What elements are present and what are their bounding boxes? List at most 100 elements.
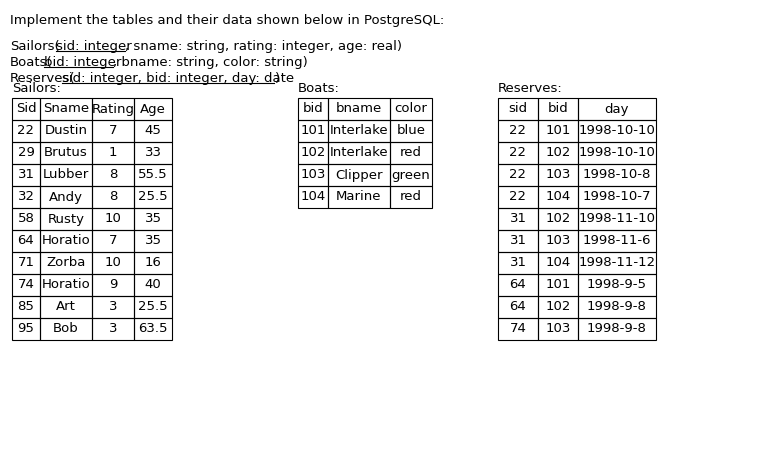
Bar <box>12 142 40 164</box>
Text: 74: 74 <box>18 279 34 292</box>
Bar <box>538 296 578 318</box>
Text: 35: 35 <box>144 234 161 247</box>
Text: Art: Art <box>56 301 76 314</box>
Text: 63.5: 63.5 <box>138 322 167 336</box>
Text: ): ) <box>274 72 280 85</box>
Text: Andy: Andy <box>49 191 83 204</box>
Bar <box>498 120 538 142</box>
Text: 102: 102 <box>301 146 326 159</box>
Text: 31: 31 <box>509 256 527 269</box>
Text: Zorba: Zorba <box>46 256 86 269</box>
Bar <box>578 98 656 120</box>
Bar <box>92 208 134 230</box>
Bar <box>134 296 172 318</box>
Text: blue: blue <box>397 124 425 137</box>
Bar <box>92 164 134 186</box>
Text: 31: 31 <box>509 234 527 247</box>
Bar <box>498 296 538 318</box>
Bar <box>40 120 92 142</box>
Bar <box>298 98 328 120</box>
Text: 25.5: 25.5 <box>138 301 167 314</box>
Bar <box>498 318 538 340</box>
Text: 10: 10 <box>104 212 122 226</box>
Text: Bob: Bob <box>53 322 79 336</box>
Bar <box>538 318 578 340</box>
Bar <box>390 98 432 120</box>
Text: green: green <box>392 169 430 181</box>
Text: 22: 22 <box>509 146 527 159</box>
Text: Sailors(: Sailors( <box>10 40 60 53</box>
Bar <box>538 98 578 120</box>
Bar <box>134 186 172 208</box>
Text: Implement the tables and their data shown below in PostgreSQL:: Implement the tables and their data show… <box>10 14 444 27</box>
Text: bid: integer: bid: integer <box>44 56 122 69</box>
Text: Sid: Sid <box>16 103 37 116</box>
Bar <box>578 142 656 164</box>
Bar <box>328 186 390 208</box>
Text: sid: integer: sid: integer <box>56 40 132 53</box>
Text: 7: 7 <box>109 124 118 137</box>
Text: 33: 33 <box>144 146 161 159</box>
Text: 29: 29 <box>18 146 34 159</box>
Text: 104: 104 <box>301 191 326 204</box>
Bar <box>40 252 92 274</box>
Text: bname: bname <box>336 103 382 116</box>
Text: 8: 8 <box>109 169 117 181</box>
Text: 1998-9-5: 1998-9-5 <box>587 279 647 292</box>
Text: Lubber: Lubber <box>43 169 89 181</box>
Bar <box>298 186 328 208</box>
Text: Age: Age <box>140 103 166 116</box>
Text: 10: 10 <box>104 256 122 269</box>
Bar <box>328 98 390 120</box>
Bar <box>538 142 578 164</box>
Bar <box>134 98 172 120</box>
Text: 25.5: 25.5 <box>138 191 167 204</box>
Bar <box>328 120 390 142</box>
Text: Rusty: Rusty <box>48 212 84 226</box>
Bar <box>12 230 40 252</box>
Bar <box>40 274 92 296</box>
Bar <box>40 208 92 230</box>
Bar <box>298 142 328 164</box>
Bar <box>134 230 172 252</box>
Bar <box>498 230 538 252</box>
Text: 31: 31 <box>17 169 34 181</box>
Bar <box>498 98 538 120</box>
Text: 55.5: 55.5 <box>138 169 167 181</box>
Bar <box>328 142 390 164</box>
Bar <box>40 164 92 186</box>
Text: Dustin: Dustin <box>44 124 87 137</box>
Bar <box>40 98 92 120</box>
Text: 3: 3 <box>109 301 118 314</box>
Bar <box>12 98 40 120</box>
Text: 9: 9 <box>109 279 117 292</box>
Text: 104: 104 <box>545 191 571 204</box>
Text: , sname: string, rating: integer, age: real): , sname: string, rating: integer, age: r… <box>125 40 402 53</box>
Text: day: day <box>605 103 629 116</box>
Bar <box>578 164 656 186</box>
Bar <box>40 186 92 208</box>
Bar <box>12 274 40 296</box>
Bar <box>12 164 40 186</box>
Text: bid: bid <box>548 103 569 116</box>
Text: 95: 95 <box>18 322 34 336</box>
Text: 22: 22 <box>509 191 527 204</box>
Text: 1998-11-10: 1998-11-10 <box>579 212 655 226</box>
Bar <box>92 230 134 252</box>
Bar <box>92 274 134 296</box>
Text: Sname: Sname <box>43 103 89 116</box>
Bar <box>578 230 656 252</box>
Text: 58: 58 <box>18 212 34 226</box>
Text: 101: 101 <box>301 124 326 137</box>
Bar <box>12 318 40 340</box>
Text: 64: 64 <box>509 301 527 314</box>
Bar <box>538 274 578 296</box>
Text: 22: 22 <box>509 124 527 137</box>
Bar <box>498 164 538 186</box>
Bar <box>538 164 578 186</box>
Bar <box>12 186 40 208</box>
Bar <box>390 164 432 186</box>
Bar <box>134 120 172 142</box>
Bar <box>390 120 432 142</box>
Text: Interlake: Interlake <box>330 124 388 137</box>
